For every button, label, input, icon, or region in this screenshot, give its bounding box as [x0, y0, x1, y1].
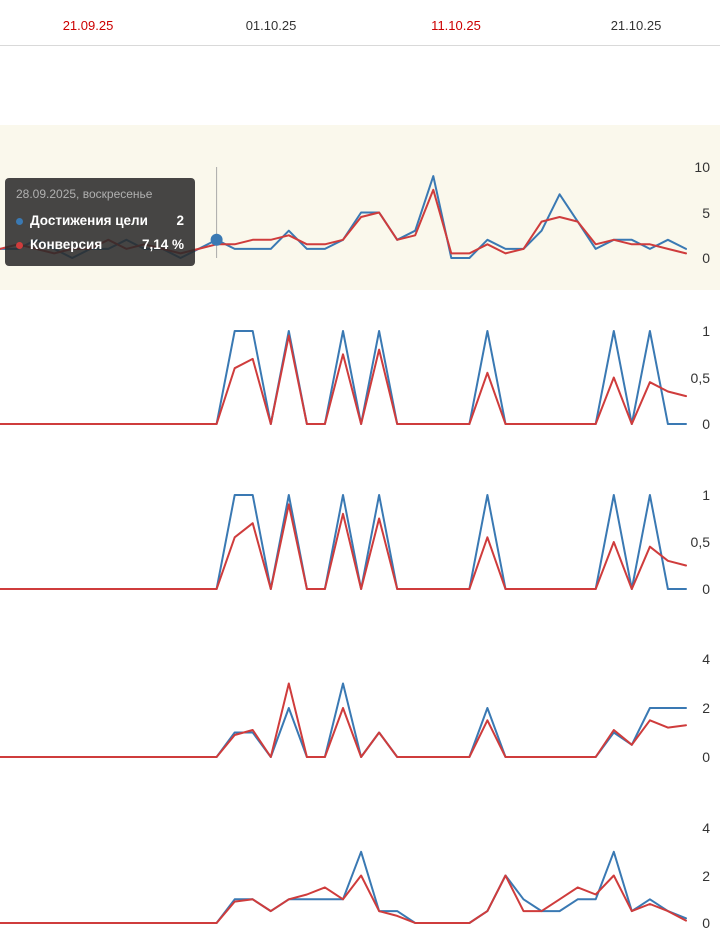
y-tick-label: 0 [702, 749, 710, 765]
tooltip-series-value: 2 [176, 213, 184, 228]
line-chart-canvas[interactable] [0, 465, 688, 605]
series-line-blue [0, 494, 687, 590]
y-tick-label: 5 [702, 204, 710, 221]
series-line-blue [0, 682, 687, 758]
line-chart-canvas[interactable] [0, 300, 688, 440]
y-tick-label: 0,5 [690, 369, 710, 386]
y-tick-label: 0,5 [690, 534, 710, 550]
tooltip-row: Достижения цели 2 [16, 209, 184, 233]
y-tick-label: 2 [702, 700, 710, 716]
y-tick-label: 0 [702, 581, 710, 597]
chart-panel-4[interactable]: 4 2 0 [0, 630, 720, 770]
line-chart-canvas[interactable] [0, 630, 688, 770]
y-tick-label: 0 [702, 250, 710, 266]
date-tick-label: 11.10.25 [431, 18, 481, 33]
chart-panel-2[interactable]: 1 0,5 0 [0, 300, 720, 440]
y-axis: 1 0,5 0 [670, 300, 710, 440]
y-axis: 10 5 0 [670, 125, 710, 290]
hover-point-marker[interactable] [210, 233, 223, 246]
tooltip-series-value: 7,14 % [141, 237, 184, 252]
y-tick-label: 2 [702, 867, 710, 884]
series-dot-blue-icon [16, 217, 23, 225]
tooltip-row: Конверсия 7,14 % [16, 233, 184, 257]
series-line-red [0, 334, 687, 425]
tooltip-series-label: Достижения цели [30, 213, 148, 228]
chart-tooltip: 28.09.2025, воскресенье Достижения цели … [5, 178, 195, 266]
y-tick-label: 0 [702, 915, 710, 931]
line-chart-canvas[interactable] [0, 795, 688, 940]
date-tick-label: 21.10.25 [610, 18, 662, 33]
y-axis: 1 0,5 0 [670, 465, 710, 605]
series-dot-red-icon [16, 241, 23, 249]
tooltip-date: 28.09.2025, воскресенье [16, 187, 153, 201]
series-line-blue [0, 330, 687, 425]
y-axis: 4 2 0 [670, 795, 710, 940]
chart-panel-3[interactable]: 1 0,5 0 [0, 465, 720, 605]
date-tick-label: 01.10.25 [245, 18, 297, 33]
date-axis: 21.09.25 01.10.25 11.10.25 21.10.25 [0, 0, 720, 46]
y-tick-label: 4 [702, 820, 710, 836]
tooltip-series-label: Конверсия [30, 237, 103, 252]
series-line-red [0, 682, 687, 758]
series-line-red [0, 874, 687, 924]
date-tick-label: 21.09.25 [62, 18, 114, 33]
y-tick-label: 4 [702, 651, 710, 667]
y-tick-label: 1 [702, 323, 710, 339]
series-line-red [0, 503, 687, 590]
y-axis: 4 2 0 [670, 630, 710, 770]
y-tick-label: 10 [694, 159, 710, 175]
y-tick-label: 1 [702, 487, 710, 503]
chart-panel-5[interactable]: 4 2 0 [0, 795, 720, 940]
y-tick-label: 0 [702, 416, 710, 432]
series-line-blue [0, 850, 687, 924]
